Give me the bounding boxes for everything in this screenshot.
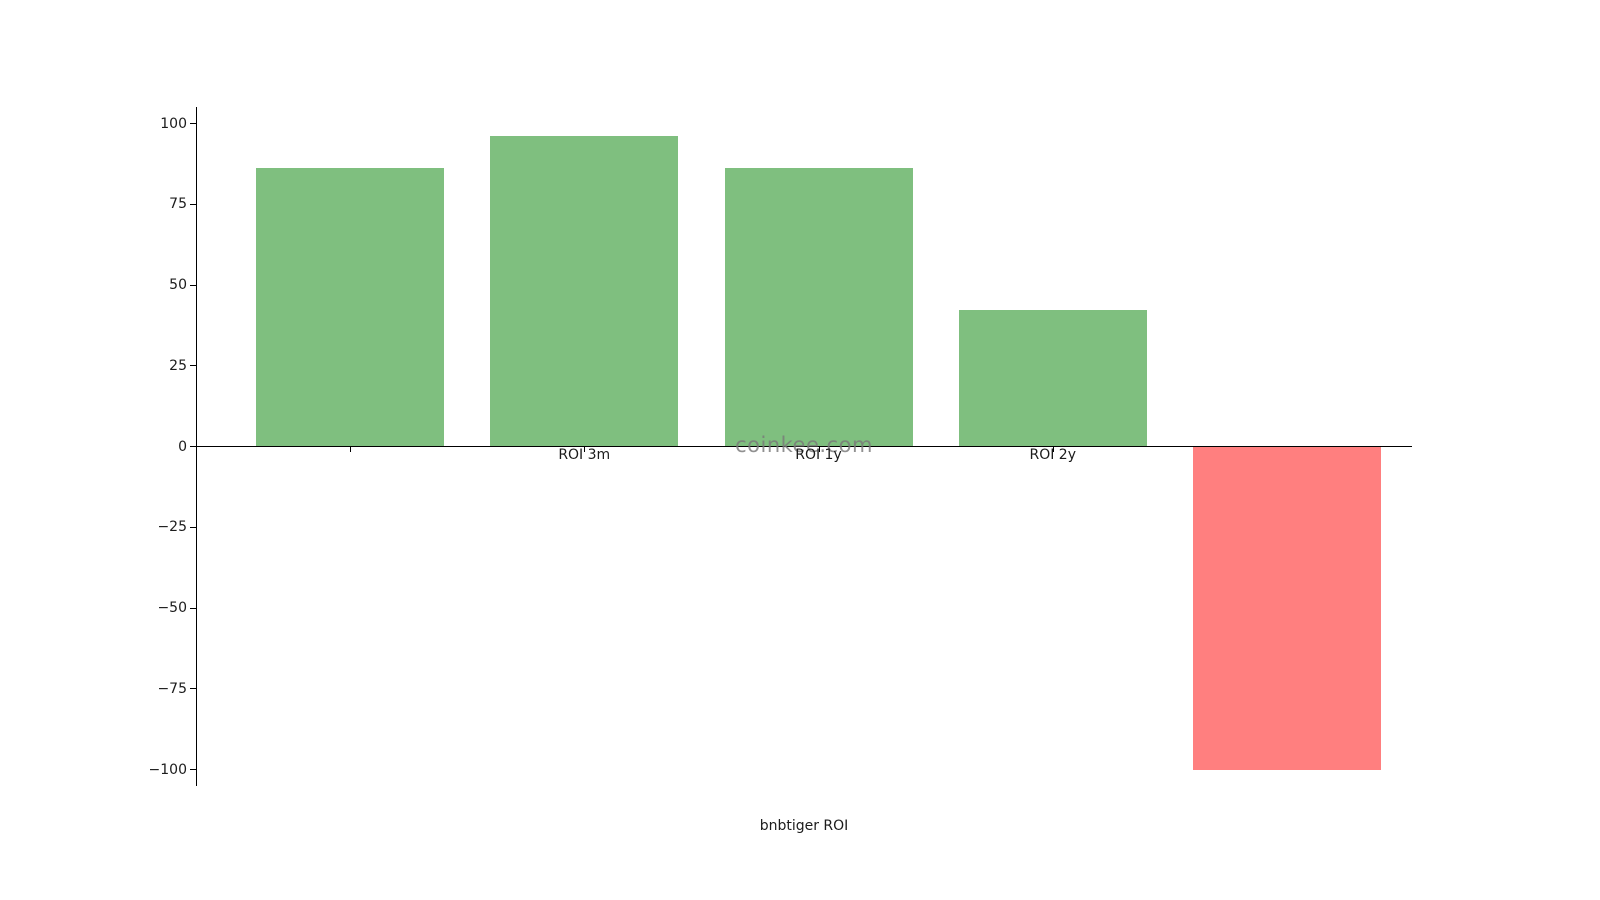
y-tick-label: 100	[160, 115, 187, 132]
y-tick-mark	[190, 284, 196, 286]
roi-bar-4	[1193, 447, 1381, 770]
y-tick-label: −100	[148, 761, 187, 778]
x-tick-mark	[350, 446, 351, 452]
y-tick-label: −50	[157, 600, 187, 616]
chart-xlabel: bnbtiger ROI	[759, 818, 849, 834]
y-tick-mark	[190, 123, 196, 124]
y-tick-mark	[190, 365, 196, 367]
y-tick-mark	[190, 769, 196, 770]
y-tick-mark	[190, 688, 196, 690]
x-tick-label: ROI 2y	[1029, 447, 1077, 463]
roi-bar-2	[724, 168, 913, 446]
watermark-text: coinkee.com	[735, 433, 873, 457]
roi-bar-3	[958, 310, 1147, 446]
y-tick-mark	[190, 446, 196, 447]
roi-bar-1	[490, 135, 679, 446]
x-tick-mark	[584, 446, 586, 452]
roi-bar-0	[256, 168, 444, 446]
y-tick-label: 50	[169, 277, 187, 293]
y-tick-label: 0	[178, 438, 187, 455]
x-axis-zero-line	[196, 446, 1412, 447]
y-tick-label: −75	[157, 680, 187, 697]
y-tick-label: 25	[169, 357, 187, 374]
y-tick-mark	[190, 526, 196, 528]
y-tick-label: −25	[157, 519, 187, 536]
y-tick-mark	[190, 203, 196, 205]
x-tick-label: ROI 3m	[558, 447, 611, 463]
x-tick-mark	[818, 446, 820, 452]
y-tick-label: 75	[169, 196, 187, 213]
y-tick-mark	[190, 607, 196, 609]
x-tick-label: ROI 1y	[795, 447, 842, 463]
x-tick-mark	[1052, 446, 1054, 452]
